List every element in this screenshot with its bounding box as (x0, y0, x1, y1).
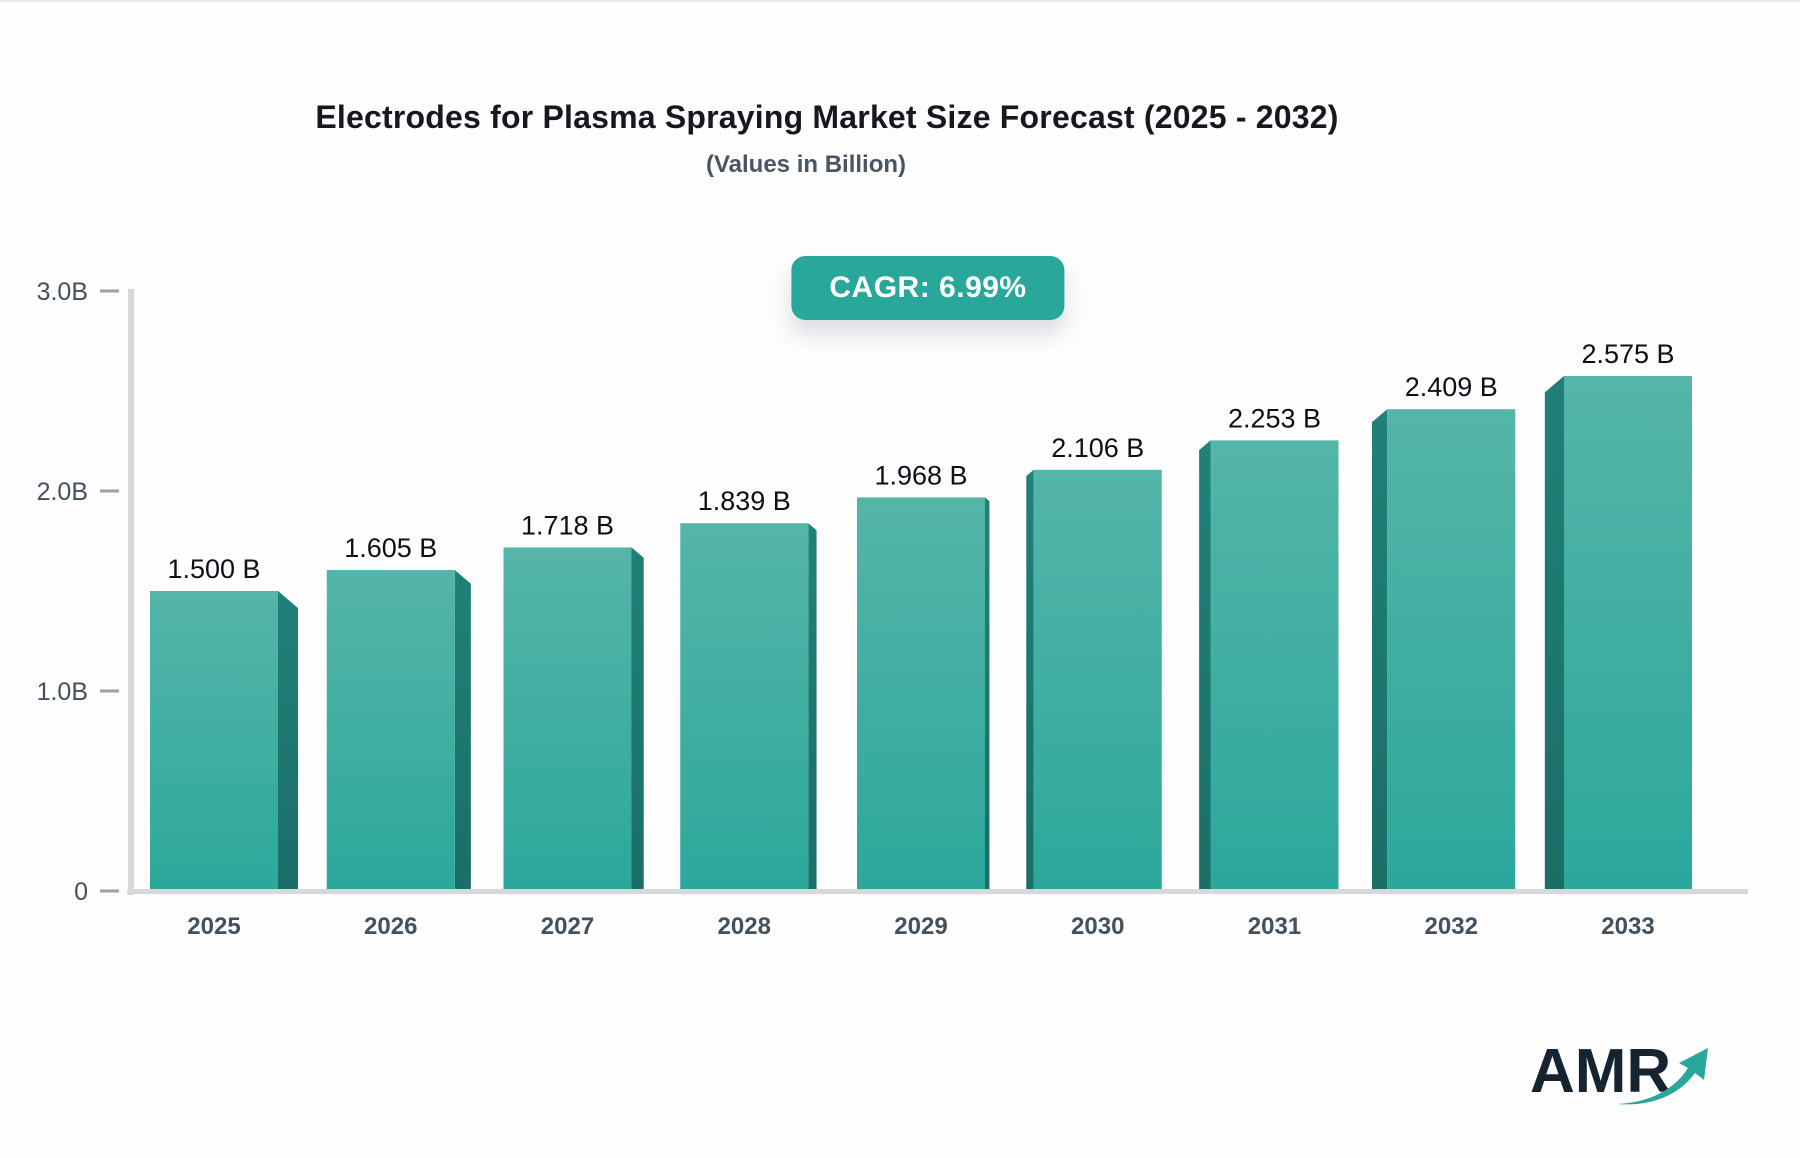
x-tick-label: 2028 (718, 913, 771, 940)
bar (503, 547, 632, 893)
bar-side-face (1199, 440, 1211, 893)
bar (150, 591, 278, 893)
x-tick-label: 2026 (364, 913, 417, 940)
bar-value-label: 1.968 B (874, 460, 967, 490)
cagr-badge: CAGR: 6.99% (791, 256, 1065, 320)
x-tick-label: 2030 (1071, 913, 1124, 940)
bar-side-face (1371, 409, 1388, 893)
x-tick-label: 2032 (1425, 913, 1478, 940)
bar-side-face (1544, 376, 1564, 893)
bar-value-label: 2.106 B (1051, 433, 1144, 463)
bar-side-face (808, 523, 817, 893)
bar-value-label: 1.500 B (167, 554, 260, 584)
y-axis-line (128, 289, 134, 895)
bar (1564, 376, 1692, 893)
y-tick (100, 289, 119, 293)
amr-logo: AMR (1530, 1036, 1730, 1126)
page-title: Electrodes for Plasma Spraying Market Si… (315, 99, 1339, 135)
y-tick (100, 689, 119, 693)
bar (1387, 409, 1516, 893)
y-tick-label: 0 (74, 878, 88, 906)
bar (857, 497, 985, 893)
y-tick (100, 489, 119, 493)
bar (680, 523, 809, 893)
bar-side-face (985, 497, 990, 893)
bar-value-label: 2.409 B (1405, 372, 1498, 402)
bar-side-face (278, 591, 298, 893)
x-tick-label: 2025 (187, 913, 240, 940)
page-subtitle: (Values in Billion) (705, 151, 907, 178)
bar-value-label: 1.839 B (698, 486, 791, 516)
bar-value-label: 1.718 B (521, 510, 614, 540)
amr-logo-arrow-icon (1618, 1048, 1708, 1105)
x-tick-label: 2031 (1248, 913, 1301, 940)
bar (326, 570, 455, 893)
x-tick-label: 2033 (1601, 913, 1654, 940)
y-tick-label: 3.0B (37, 278, 88, 306)
amr-logo-text: AMR (1530, 1037, 1672, 1106)
bar-side-face (631, 547, 644, 893)
bar-value-label: 2.253 B (1228, 403, 1321, 433)
bar-value-label: 2.575 B (1581, 339, 1674, 369)
y-tick-label: 2.0B (37, 478, 88, 506)
x-axis-line (127, 889, 1748, 894)
bar-side-face (454, 570, 471, 893)
bar-side-face (1026, 469, 1034, 893)
x-tick-label: 2027 (541, 913, 594, 940)
bar (1033, 469, 1162, 893)
bar-value-label: 1.605 B (344, 533, 437, 563)
x-tick-label: 2029 (894, 913, 947, 940)
y-tick (100, 889, 119, 893)
bar (1210, 440, 1339, 893)
y-tick-label: 1.0B (37, 678, 88, 706)
